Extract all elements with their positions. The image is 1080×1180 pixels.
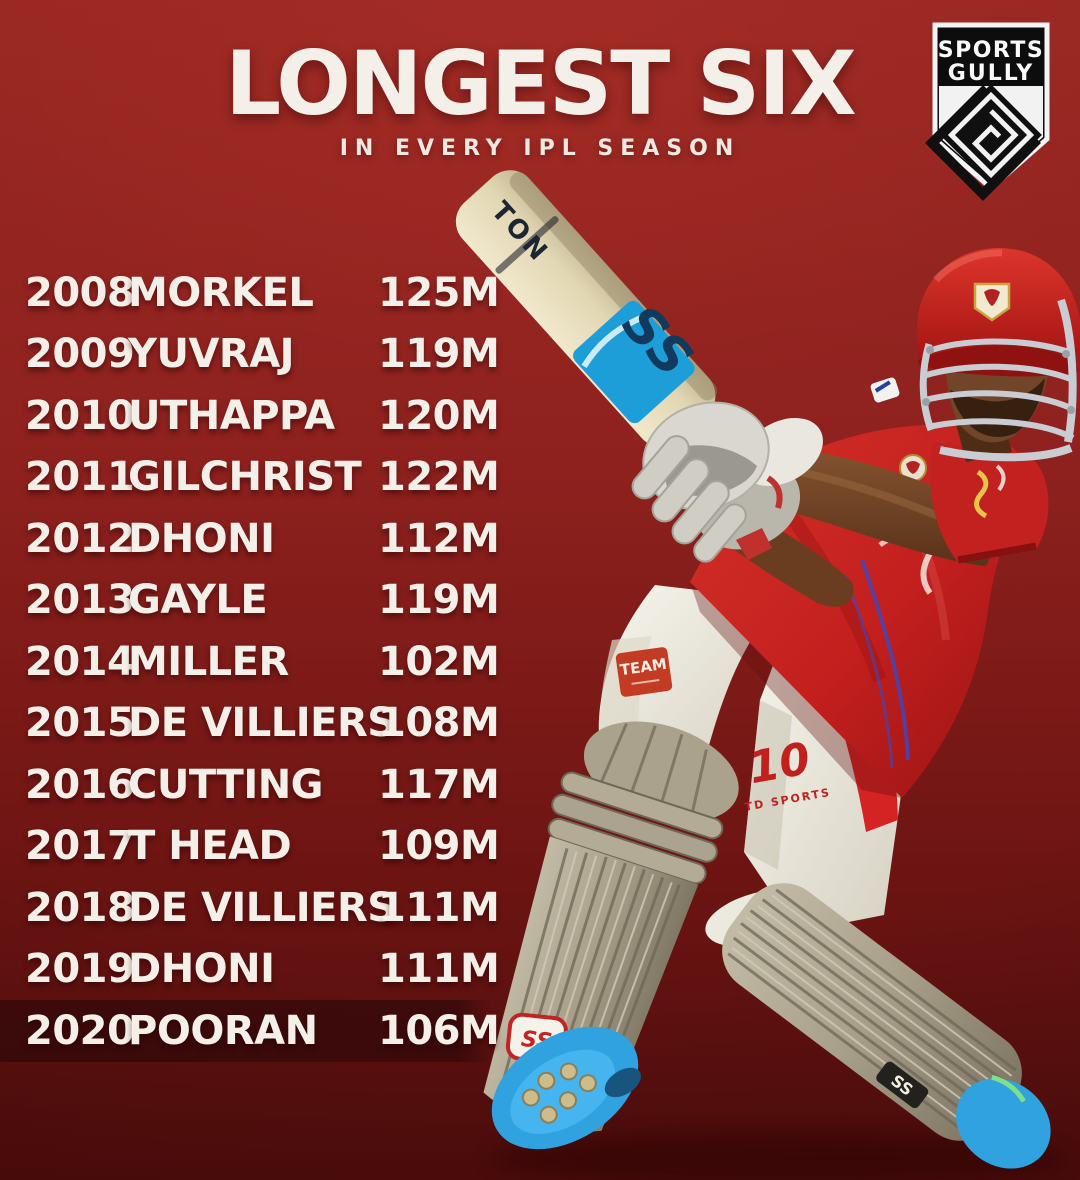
svg-text:10: 10 <box>745 733 814 794</box>
row-distance: 106M <box>378 1007 500 1054</box>
table-row: 2012 DHONI 112M <box>0 508 500 570</box>
row-year: 2011 <box>25 454 135 501</box>
table-row: 2017 T HEAD 109M <box>0 816 500 878</box>
table-row: 2020 POORAN 106M <box>0 1000 500 1062</box>
badge-line2: GULLY <box>948 61 1034 86</box>
table-row: 2018 DE VILLIERS 111M <box>0 877 500 939</box>
back-shoe-icon <box>956 1078 1051 1169</box>
ground-shadow <box>490 1132 1070 1180</box>
season-table: 2008 MORKEL 125M 2009 YUVRAJ 119M 2010 U… <box>0 262 500 1062</box>
row-year: 2018 <box>25 884 135 931</box>
front-leg: TEAM 10 TD SPORTS <box>483 585 832 1150</box>
row-player: MORKEL <box>128 269 314 316</box>
row-player: T HEAD <box>128 823 292 870</box>
table-row: 2010 UTHAPPA 120M <box>0 385 500 447</box>
row-player: DE VILLIERS <box>128 700 396 747</box>
helmet-crest-icon <box>973 282 1011 322</box>
row-player: YUVRAJ <box>128 331 295 378</box>
row-year: 2010 <box>25 392 135 439</box>
table-row: 2015 DE VILLIERS 108M <box>0 693 500 755</box>
row-year: 2016 <box>25 761 135 808</box>
row-year: 2013 <box>25 577 135 624</box>
row-player: DHONI <box>128 515 275 562</box>
row-year: 2014 <box>25 638 135 685</box>
row-distance: 102M <box>378 638 500 685</box>
back-pad-icon: SS <box>722 883 1051 1169</box>
row-year: 2012 <box>25 515 135 562</box>
helmet-grille-icon <box>919 298 1077 462</box>
row-year: 2019 <box>25 946 135 993</box>
head <box>916 247 1080 462</box>
row-distance: 119M <box>378 331 500 378</box>
badge-line1: SPORTS <box>938 38 1044 63</box>
row-player: CUTTING <box>128 761 324 808</box>
row-distance: 120M <box>378 392 500 439</box>
table-row: 2016 CUTTING 117M <box>0 754 500 816</box>
table-row: 2013 GAYLE 119M <box>0 570 500 632</box>
sports-gully-badge: SPORTS GULLY <box>925 22 1050 201</box>
row-player: DE VILLIERS <box>128 884 396 931</box>
front-shoe-icon <box>491 1026 641 1150</box>
table-row: 2011 GILCHRIST 122M <box>0 447 500 509</box>
row-distance: 122M <box>378 454 500 501</box>
team-patch: TEAM <box>615 647 673 697</box>
row-distance: 112M <box>378 515 500 562</box>
row-distance: 109M <box>378 823 500 870</box>
row-player: GAYLE <box>128 577 268 624</box>
row-distance: 125M <box>378 269 500 316</box>
row-distance: 111M <box>378 884 500 931</box>
row-year: 2015 <box>25 700 135 747</box>
row-distance: 117M <box>378 761 500 808</box>
row-distance: 111M <box>378 946 500 993</box>
jersey-sleeve <box>930 443 1049 564</box>
row-player: UTHAPPA <box>128 392 335 439</box>
row-distance: 119M <box>378 577 500 624</box>
row-player: MILLER <box>128 638 289 685</box>
row-year: 2008 <box>25 269 135 316</box>
row-player: DHONI <box>128 946 275 993</box>
row-player: POORAN <box>128 1007 318 1054</box>
table-row: 2008 MORKEL 125M <box>0 262 500 324</box>
row-year: 2017 <box>25 823 135 870</box>
row-player: GILCHRIST <box>128 454 362 501</box>
table-row: 2014 MILLER 102M <box>0 631 500 693</box>
kings-xi-punjab-crest-icon <box>899 454 927 482</box>
back-leg: SS <box>705 620 1051 1169</box>
table-row: 2009 YUVRAJ 119M <box>0 324 500 386</box>
table-row: 2019 DHONI 111M <box>0 939 500 1001</box>
batting-gloves-icon <box>631 401 823 563</box>
row-year: 2009 <box>25 331 135 378</box>
row-distance: 108M <box>378 700 500 747</box>
row-year: 2020 <box>25 1007 135 1054</box>
